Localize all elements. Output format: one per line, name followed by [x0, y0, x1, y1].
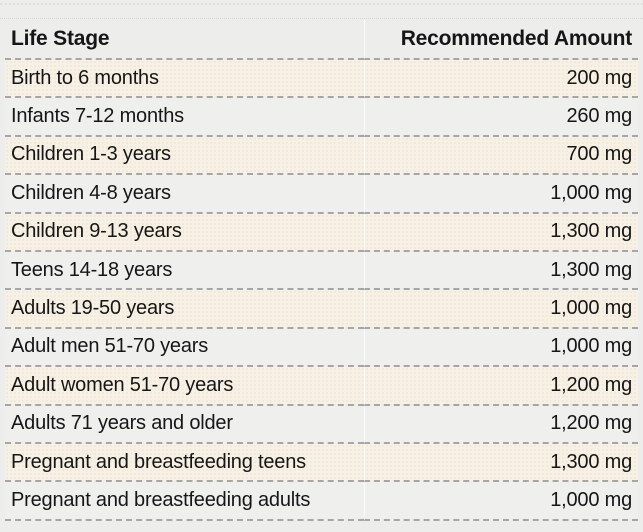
- top-dotted-divider: [0, 3, 643, 5]
- table-row: Children 1-3 years 700 mg: [5, 136, 638, 176]
- table-row: Pregnant and breastfeeding adults 1,000 m…: [5, 482, 638, 521]
- table-top-dotted-divider: [0, 18, 643, 19]
- recommended-amount-cell: 1,200 mg: [364, 367, 638, 406]
- table-row: Adult men 51-70 years 1,000 mg: [5, 328, 638, 368]
- table-row: Children 9-13 years 1,300 mg: [5, 213, 638, 252]
- life-stage-cell: Infants 7-12 months: [5, 98, 364, 137]
- life-stage-cell: Adults 71 years and older: [5, 405, 364, 444]
- column-header-life-stage: Life Stage: [5, 20, 364, 60]
- life-stage-cell: Children 4-8 years: [5, 175, 364, 214]
- column-header-recommended-amount: Recommended Amount: [364, 20, 638, 60]
- life-stage-cell: Adult men 51-70 years: [5, 328, 364, 368]
- table-row: Teens 14-18 years 1,300 mg: [5, 251, 638, 291]
- recommended-amount-cell: 700 mg: [364, 136, 638, 176]
- recommended-amount-cell: 1,000 mg: [364, 175, 638, 214]
- table-row: Birth to 6 months 200 mg: [5, 60, 638, 99]
- recommended-amount-cell: 1,300 mg: [364, 251, 638, 291]
- life-stage-cell: Children 9-13 years: [5, 213, 364, 252]
- table-row: Adults 71 years and older 1,200 mg: [5, 405, 638, 444]
- table-row: Adults 19-50 years 1,000 mg: [5, 290, 638, 329]
- recommended-amount-cell: 200 mg: [364, 60, 638, 99]
- table-header-row: Life Stage Recommended Amount: [5, 20, 638, 60]
- table-row: Children 4-8 years 1,000 mg: [5, 175, 638, 214]
- recommended-amount-cell: 1,300 mg: [364, 443, 638, 483]
- recommended-amount-cell: 1,200 mg: [364, 405, 638, 444]
- table-row: Adult women 51-70 years 1,200 mg: [5, 367, 638, 406]
- life-stage-cell: Adults 19-50 years: [5, 290, 364, 329]
- life-stage-cell: Pregnant and breastfeeding teens: [5, 443, 364, 483]
- recommended-amount-cell: 1,000 mg: [364, 328, 638, 368]
- calcium-intake-table: Life Stage Recommended Amount Birth to 6…: [5, 20, 638, 521]
- life-stage-cell: Children 1-3 years: [5, 136, 364, 176]
- table-row: Pregnant and breastfeeding teens 1,300 mg: [5, 443, 638, 483]
- recommended-amount-cell: 1,000 mg: [364, 482, 638, 521]
- recommended-amount-cell: 260 mg: [364, 98, 638, 137]
- life-stage-cell: Teens 14-18 years: [5, 251, 364, 291]
- recommended-amount-cell: 1,300 mg: [364, 213, 638, 252]
- life-stage-cell: Birth to 6 months: [5, 60, 364, 99]
- recommended-amount-cell: 1,000 mg: [364, 290, 638, 329]
- life-stage-cell: Pregnant and breastfeeding adults: [5, 482, 364, 521]
- table-row: Infants 7-12 months 260 mg: [5, 98, 638, 137]
- life-stage-cell: Adult women 51-70 years: [5, 367, 364, 406]
